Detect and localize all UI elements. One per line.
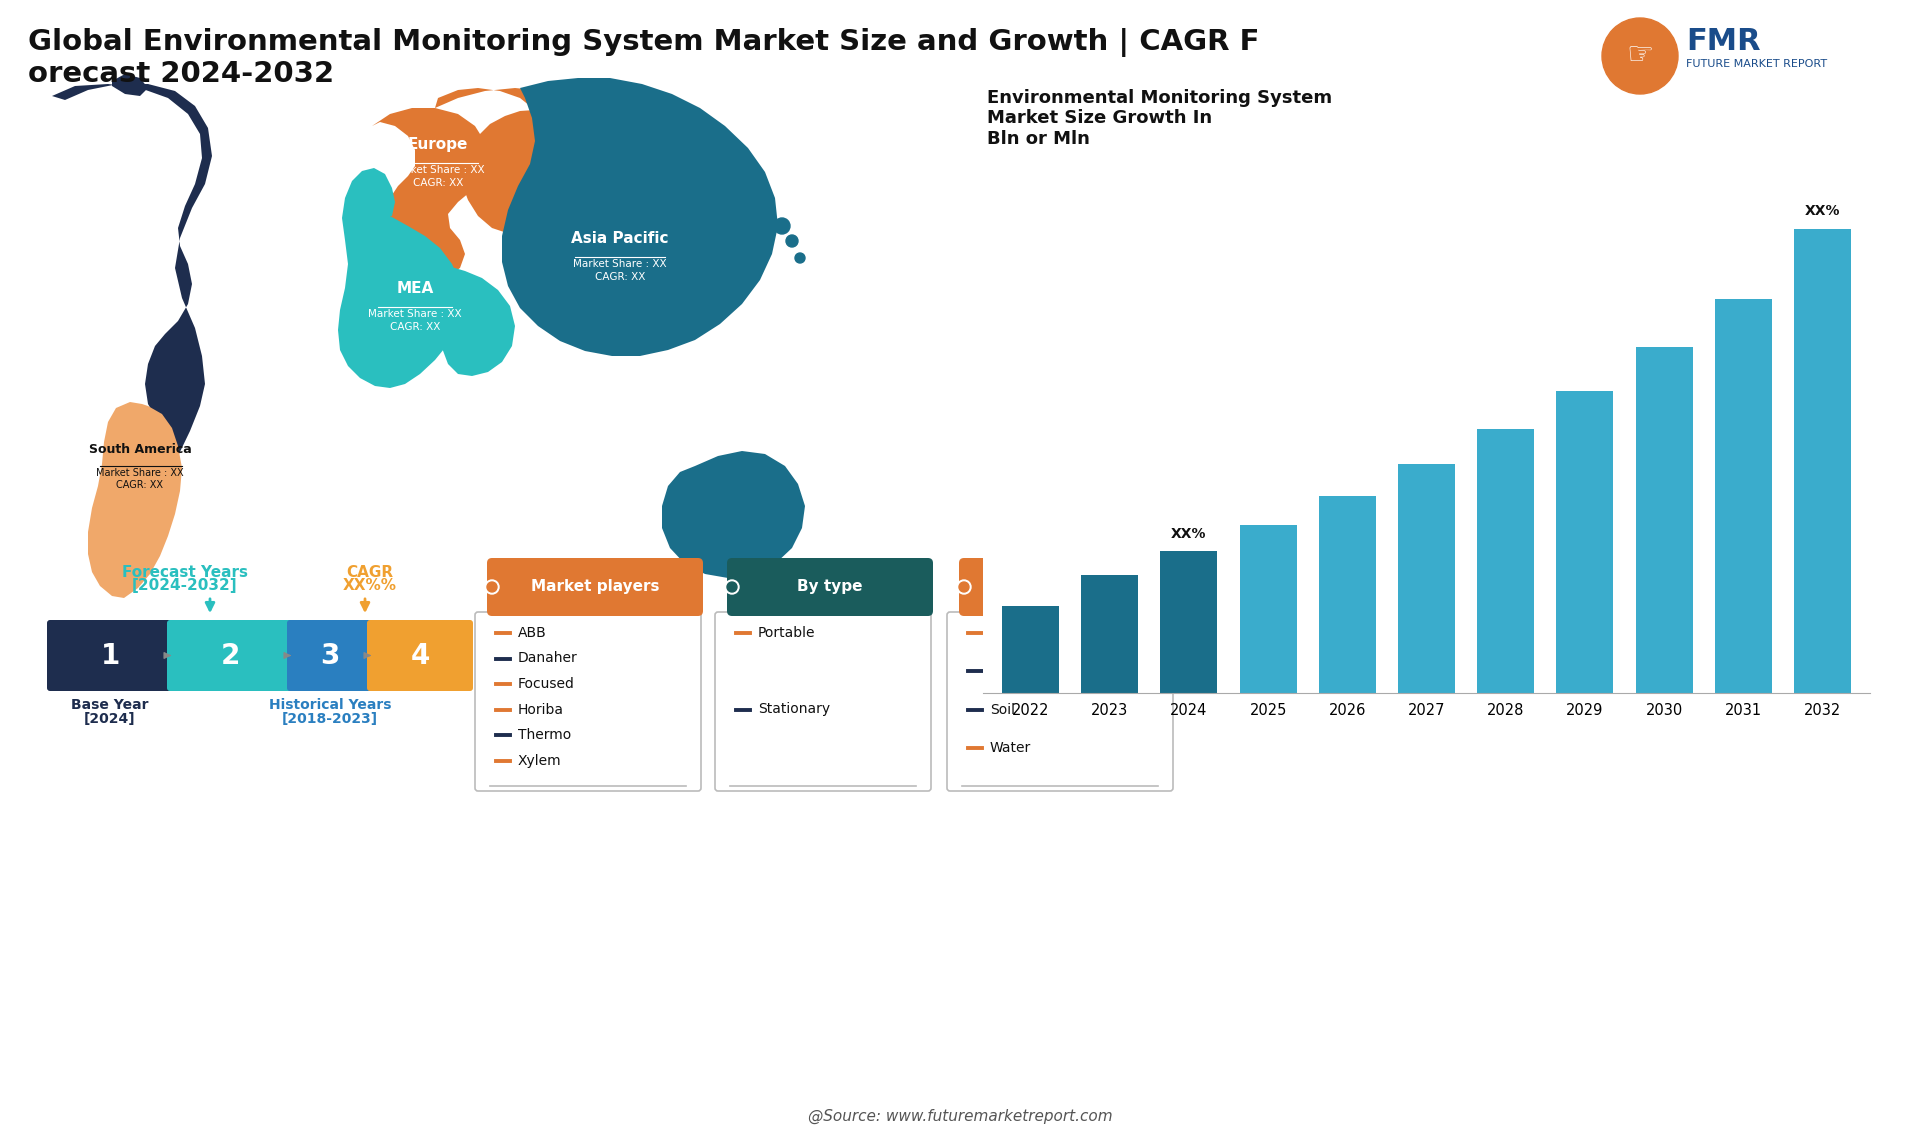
Polygon shape — [372, 108, 488, 278]
Text: XX%%: XX%% — [344, 578, 397, 592]
Circle shape — [488, 582, 497, 592]
Text: Market Share : XX: Market Share : XX — [69, 270, 161, 281]
Text: XX%: XX% — [1171, 527, 1206, 541]
Bar — [1240, 525, 1296, 693]
Polygon shape — [436, 88, 618, 234]
FancyBboxPatch shape — [958, 558, 1175, 617]
Text: FMR: FMR — [1686, 28, 1761, 56]
FancyBboxPatch shape — [474, 612, 701, 791]
Circle shape — [1601, 18, 1678, 94]
Text: CAGR: CAGR — [346, 565, 394, 580]
Text: Forecast Years: Forecast Years — [123, 565, 248, 580]
Text: By application: By application — [1006, 580, 1129, 595]
Text: Market players: Market players — [530, 580, 659, 595]
FancyBboxPatch shape — [46, 620, 173, 691]
Text: MEA: MEA — [396, 281, 434, 296]
Circle shape — [774, 218, 789, 234]
Text: Focused: Focused — [518, 677, 574, 691]
Text: orecast 2024-2032: orecast 2024-2032 — [29, 60, 334, 88]
Bar — [1793, 229, 1851, 693]
FancyBboxPatch shape — [728, 558, 933, 617]
Text: Water: Water — [991, 740, 1031, 755]
Text: ABB: ABB — [518, 626, 547, 639]
Text: Historical Years: Historical Years — [269, 698, 392, 712]
Text: CAGR: XX: CAGR: XX — [90, 273, 140, 283]
Text: 1: 1 — [100, 642, 119, 669]
Bar — [1319, 496, 1377, 693]
Text: CAGR: XX: CAGR: XX — [117, 480, 163, 490]
Bar — [1715, 299, 1772, 693]
Text: [2018-2023]: [2018-2023] — [282, 712, 378, 727]
Text: CAGR: XX: CAGR: XX — [595, 272, 645, 282]
Bar — [1081, 575, 1139, 693]
Text: CAGR: XX: CAGR: XX — [413, 178, 463, 188]
Bar — [1398, 464, 1455, 693]
Bar — [1160, 551, 1217, 693]
Text: Thermo: Thermo — [518, 728, 572, 741]
FancyBboxPatch shape — [488, 558, 703, 617]
Text: Base Year: Base Year — [71, 698, 148, 712]
Text: Horiba: Horiba — [518, 702, 564, 716]
FancyBboxPatch shape — [947, 612, 1173, 791]
Polygon shape — [440, 266, 515, 376]
Text: Environmental Monitoring System
Market Size Growth In
Bln or Mln: Environmental Monitoring System Market S… — [987, 88, 1332, 148]
Text: ☞: ☞ — [1626, 41, 1653, 71]
Circle shape — [728, 582, 737, 592]
Circle shape — [785, 235, 799, 248]
Bar — [1476, 429, 1534, 693]
Text: South America: South America — [88, 444, 192, 456]
Text: Xylem: Xylem — [518, 754, 563, 768]
Text: Global Environmental Monitoring System Market Size and Growth | CAGR F: Global Environmental Monitoring System M… — [29, 28, 1260, 57]
Text: America: America — [81, 241, 150, 256]
Text: XX%: XX% — [1805, 204, 1839, 219]
Circle shape — [726, 580, 739, 594]
Polygon shape — [501, 78, 778, 356]
Text: Market Share : XX: Market Share : XX — [96, 468, 184, 478]
Text: [2024]: [2024] — [84, 712, 136, 727]
Text: CAGR: XX: CAGR: XX — [390, 322, 440, 332]
Text: Danaher: Danaher — [518, 651, 578, 666]
Text: Market Share : XX: Market Share : XX — [69, 260, 161, 270]
Text: 4: 4 — [411, 642, 430, 669]
Bar — [1557, 391, 1613, 693]
Polygon shape — [338, 168, 463, 388]
Text: FUTURE MARKET REPORT: FUTURE MARKET REPORT — [1686, 58, 1828, 69]
Text: Soil: Soil — [991, 702, 1016, 716]
Text: @Source: www.futuremarketreport.com: @Source: www.futuremarketreport.com — [808, 1109, 1112, 1124]
Text: North
America: North America — [81, 212, 150, 244]
FancyBboxPatch shape — [714, 612, 931, 791]
Circle shape — [956, 580, 972, 594]
FancyBboxPatch shape — [367, 620, 472, 691]
Text: Air: Air — [991, 626, 1010, 639]
Text: 3: 3 — [321, 642, 340, 669]
Text: 2: 2 — [221, 642, 240, 669]
Bar — [1636, 347, 1693, 693]
Circle shape — [958, 582, 970, 592]
Polygon shape — [662, 452, 804, 578]
Text: Stationary: Stationary — [758, 702, 829, 716]
Text: North: North — [90, 229, 140, 244]
FancyBboxPatch shape — [167, 620, 294, 691]
Polygon shape — [88, 402, 182, 598]
Text: Noise: Noise — [991, 665, 1029, 678]
Text: Market Share : XX: Market Share : XX — [392, 165, 486, 175]
Circle shape — [795, 253, 804, 262]
Polygon shape — [52, 84, 211, 511]
Text: Asia Pacific: Asia Pacific — [572, 231, 668, 246]
Text: Market Share : XX: Market Share : XX — [574, 259, 666, 269]
Circle shape — [486, 580, 499, 594]
Text: By type: By type — [797, 580, 862, 595]
Polygon shape — [111, 74, 148, 96]
Text: [2024-2032]: [2024-2032] — [132, 578, 238, 592]
Text: Portable: Portable — [758, 626, 816, 639]
Text: Europe: Europe — [407, 138, 468, 152]
FancyBboxPatch shape — [286, 620, 372, 691]
Text: CAGR: XX: CAGR: XX — [90, 284, 140, 295]
Bar — [1002, 606, 1060, 693]
Text: Market Share : XX: Market Share : XX — [369, 309, 463, 319]
